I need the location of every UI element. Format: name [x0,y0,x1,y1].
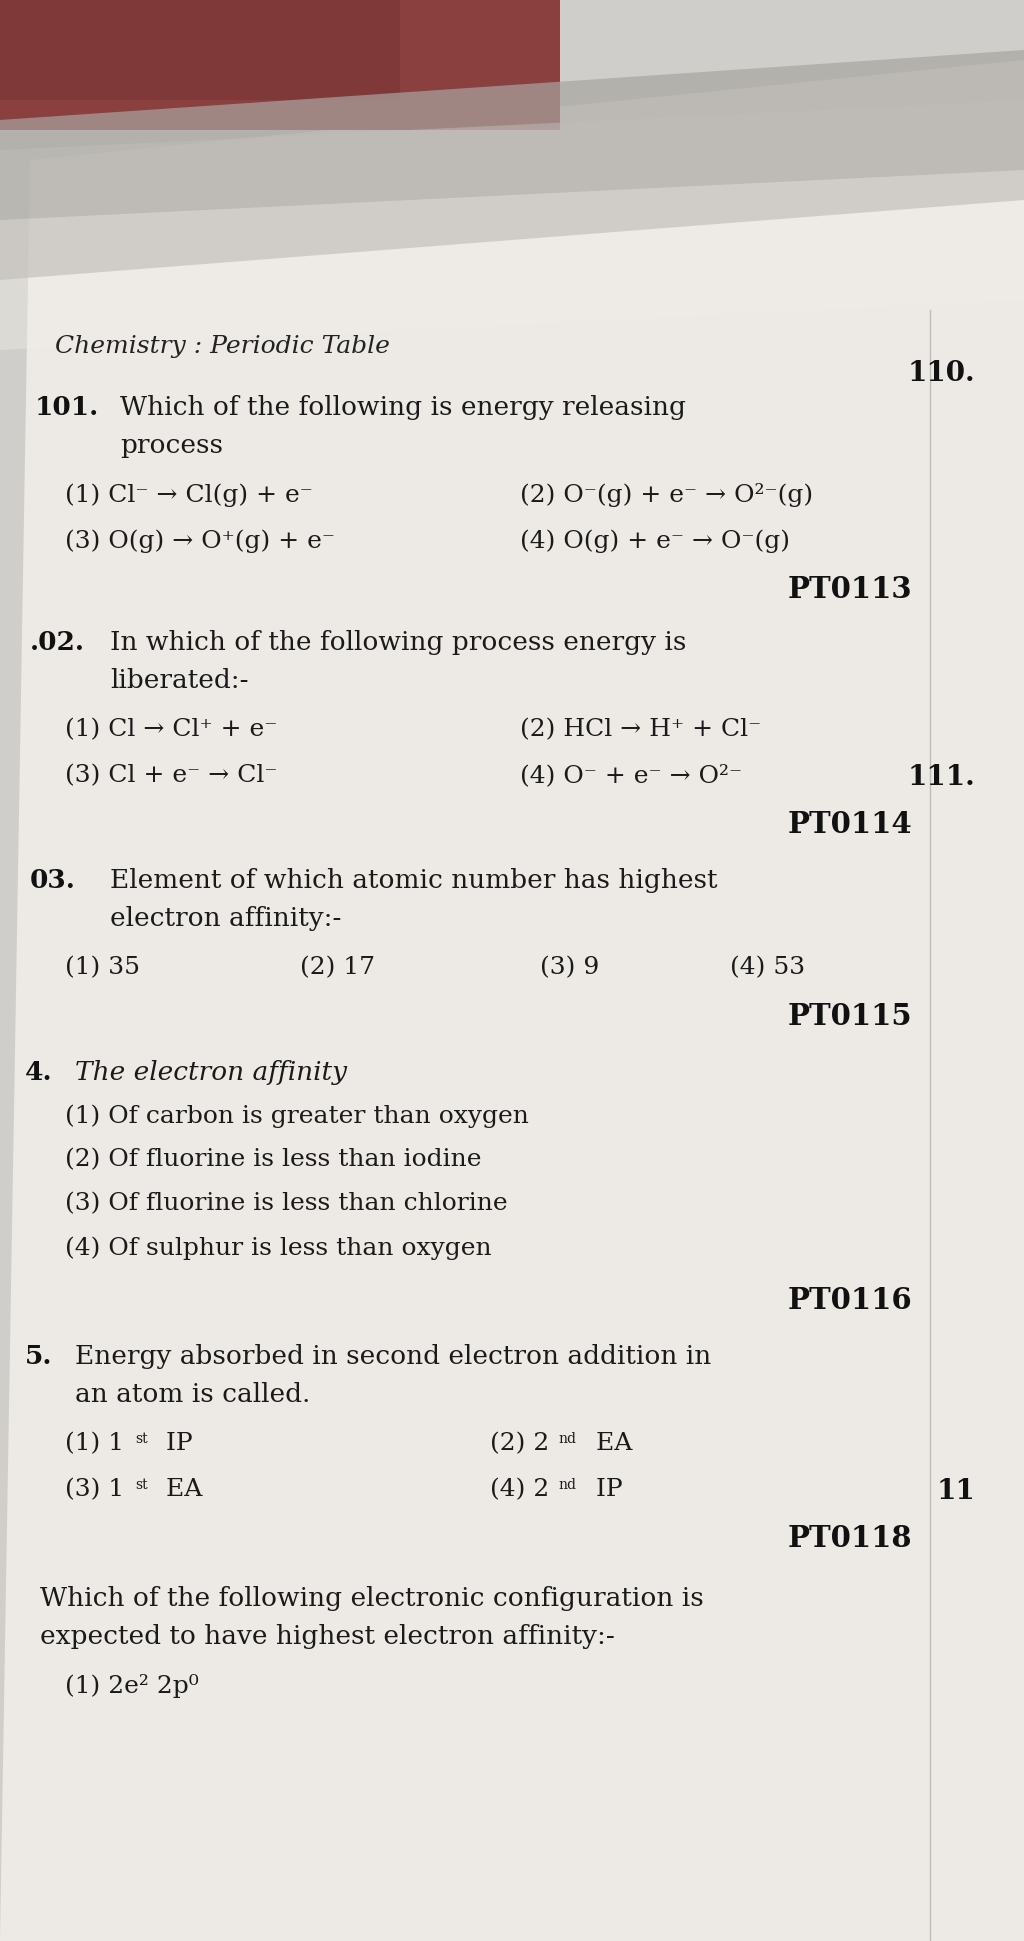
Polygon shape [0,0,400,101]
Text: (4) 53: (4) 53 [730,957,805,978]
Text: In which of the following process energy is: In which of the following process energy… [110,631,686,654]
Text: (3) 1: (3) 1 [65,1477,124,1500]
Text: IP: IP [588,1477,623,1500]
Text: Which of the following electronic configuration is: Which of the following electronic config… [40,1586,703,1611]
Polygon shape [0,0,560,130]
Text: 03.: 03. [30,868,76,893]
Text: liberated:-: liberated:- [110,668,249,693]
Text: (4) O(g) + e⁻ → O⁻(g): (4) O(g) + e⁻ → O⁻(g) [520,530,790,553]
Text: (1) 2e² 2p⁰: (1) 2e² 2p⁰ [65,1673,199,1698]
Text: (4) Of sulphur is less than oxygen: (4) Of sulphur is less than oxygen [65,1236,492,1260]
Text: (2) 17: (2) 17 [300,957,375,978]
Text: Energy absorbed in second electron addition in: Energy absorbed in second electron addit… [75,1343,712,1368]
Text: (2) HCl → H⁺ + Cl⁻: (2) HCl → H⁺ + Cl⁻ [520,718,761,741]
Text: 11: 11 [936,1477,975,1504]
Text: (1) Cl⁻ → Cl(g) + e⁻: (1) Cl⁻ → Cl(g) + e⁻ [65,483,313,507]
Text: The electron affinity: The electron affinity [75,1060,347,1085]
Polygon shape [0,50,1024,280]
Text: PT0113: PT0113 [787,575,912,604]
Polygon shape [0,101,1024,219]
Text: 110.: 110. [907,359,975,386]
Text: PT0114: PT0114 [787,809,912,839]
Text: (3) Of fluorine is less than chlorine: (3) Of fluorine is less than chlorine [65,1192,508,1215]
Text: (2) O⁻(g) + e⁻ → O²⁻(g): (2) O⁻(g) + e⁻ → O²⁻(g) [520,483,813,507]
Text: an atom is called.: an atom is called. [75,1382,310,1407]
Text: EA: EA [158,1477,203,1500]
Text: (2) Of fluorine is less than iodine: (2) Of fluorine is less than iodine [65,1147,481,1170]
Text: (3) 9: (3) 9 [540,957,599,978]
Text: (1) Cl → Cl⁺ + e⁻: (1) Cl → Cl⁺ + e⁻ [65,718,278,741]
Text: (1) 35: (1) 35 [65,957,140,978]
Text: 5.: 5. [25,1343,52,1368]
Text: nd: nd [558,1432,575,1446]
Text: (3) O(g) → O⁺(g) + e⁻: (3) O(g) → O⁺(g) + e⁻ [65,530,335,553]
Text: Chemistry : Periodic Table: Chemistry : Periodic Table [55,336,390,357]
Text: 101.: 101. [35,396,99,419]
Text: (1) Of carbon is greater than oxygen: (1) Of carbon is greater than oxygen [65,1104,528,1128]
Text: st: st [135,1477,147,1493]
Text: PT0115: PT0115 [787,1002,912,1031]
Text: st: st [135,1432,147,1446]
Text: (4) O⁻ + e⁻ → O²⁻: (4) O⁻ + e⁻ → O²⁻ [520,765,742,786]
Text: .02.: .02. [30,631,85,654]
Text: IP: IP [158,1432,193,1456]
Text: EA: EA [588,1432,633,1456]
Text: nd: nd [558,1477,575,1493]
Text: PT0116: PT0116 [787,1287,912,1314]
Text: process: process [120,433,223,458]
Text: electron affinity:-: electron affinity:- [110,906,341,932]
Text: (3) Cl + e⁻ → Cl⁻: (3) Cl + e⁻ → Cl⁻ [65,765,278,786]
Text: (2) 2: (2) 2 [490,1432,549,1456]
Text: 111.: 111. [907,765,975,792]
Text: 4.: 4. [25,1060,52,1085]
Text: Element of which atomic number has highest: Element of which atomic number has highe… [110,868,718,893]
Text: PT0118: PT0118 [787,1524,912,1553]
Text: Which of the following is energy releasing: Which of the following is energy releasi… [120,396,686,419]
Text: expected to have highest electron affinity:-: expected to have highest electron affini… [40,1625,614,1650]
Text: (4) 2: (4) 2 [490,1477,549,1500]
Polygon shape [0,60,1024,1941]
Polygon shape [0,171,1024,349]
Text: (1) 1: (1) 1 [65,1432,124,1456]
